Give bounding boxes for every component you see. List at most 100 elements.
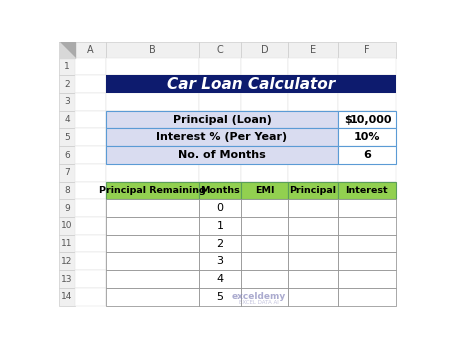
Bar <box>59 164 75 182</box>
Bar <box>199 199 241 217</box>
Bar <box>288 270 338 288</box>
Text: 10: 10 <box>61 221 73 231</box>
Text: D: D <box>261 45 268 55</box>
Text: EXCEL DATA AI: EXCEL DATA AI <box>239 300 279 304</box>
Bar <box>59 252 75 270</box>
Bar <box>241 252 288 270</box>
Bar <box>199 235 241 252</box>
Text: Principal Remaining: Principal Remaining <box>99 186 206 195</box>
Bar <box>106 235 199 252</box>
Bar <box>288 199 338 217</box>
Bar <box>288 235 338 252</box>
Bar <box>75 252 106 270</box>
Bar <box>106 270 199 288</box>
Bar <box>241 111 288 128</box>
Bar <box>106 182 199 199</box>
Bar <box>106 146 338 164</box>
Text: 9: 9 <box>64 204 70 213</box>
Bar <box>199 182 241 199</box>
Bar <box>338 146 396 164</box>
Bar <box>338 75 396 93</box>
Text: No. of Months: No. of Months <box>178 150 266 160</box>
Bar <box>241 182 288 199</box>
Bar <box>59 235 75 252</box>
Bar <box>288 288 338 306</box>
Text: 3: 3 <box>217 256 224 266</box>
Bar <box>106 217 199 235</box>
Text: EMI: EMI <box>255 186 274 195</box>
Bar <box>338 270 396 288</box>
Text: B: B <box>149 45 155 55</box>
Bar <box>199 288 241 306</box>
Bar <box>288 93 338 111</box>
Bar <box>199 58 241 75</box>
Bar <box>75 128 106 146</box>
Bar <box>199 217 241 235</box>
Bar <box>241 164 288 182</box>
Text: 10,000: 10,000 <box>349 115 392 125</box>
Bar <box>106 111 338 128</box>
Text: C: C <box>217 45 223 55</box>
Bar <box>106 58 199 75</box>
Bar <box>106 270 199 288</box>
Bar <box>288 182 338 199</box>
Bar <box>199 111 241 128</box>
Bar <box>338 235 396 252</box>
Text: 12: 12 <box>61 257 73 266</box>
Text: 3: 3 <box>64 98 70 106</box>
Bar <box>338 58 396 75</box>
Text: Car Loan Calculator: Car Loan Calculator <box>166 77 335 92</box>
Bar <box>288 288 338 306</box>
Bar <box>59 128 75 146</box>
Bar <box>59 93 75 111</box>
Text: 5: 5 <box>64 133 70 142</box>
Bar <box>106 93 199 111</box>
Text: 10%: 10% <box>354 132 380 142</box>
Bar <box>241 235 288 252</box>
Bar <box>288 111 338 128</box>
Bar <box>241 128 288 146</box>
Bar <box>75 111 106 128</box>
Bar <box>338 270 396 288</box>
Bar <box>338 252 396 270</box>
Bar <box>288 146 338 164</box>
Bar <box>199 164 241 182</box>
Polygon shape <box>59 42 75 58</box>
Bar <box>338 146 396 164</box>
Bar <box>75 58 106 75</box>
Bar <box>59 199 75 217</box>
Bar <box>288 217 338 235</box>
Bar <box>288 42 338 58</box>
Bar <box>338 252 396 270</box>
Bar <box>75 146 106 164</box>
Bar <box>241 235 288 252</box>
Bar <box>59 217 75 235</box>
Text: 14: 14 <box>61 292 73 301</box>
Bar <box>338 111 396 128</box>
Bar <box>241 270 288 288</box>
Text: 2: 2 <box>64 80 70 89</box>
Bar <box>199 288 241 306</box>
Bar <box>241 217 288 235</box>
Bar <box>106 235 199 252</box>
Bar <box>75 270 106 288</box>
Bar <box>338 199 396 217</box>
Text: $: $ <box>345 115 352 125</box>
Bar <box>199 75 241 93</box>
Bar <box>338 182 396 199</box>
Bar <box>199 128 241 146</box>
Bar <box>106 199 199 217</box>
Bar <box>288 252 338 270</box>
Bar <box>241 75 288 93</box>
Text: Principal: Principal <box>290 186 337 195</box>
Text: 4: 4 <box>64 115 70 124</box>
Bar <box>106 42 199 58</box>
Bar <box>338 42 396 58</box>
Bar <box>199 42 241 58</box>
Bar <box>338 217 396 235</box>
Bar <box>338 111 396 128</box>
Bar <box>338 182 396 199</box>
Text: 5: 5 <box>217 292 224 302</box>
Bar <box>75 235 106 252</box>
Bar <box>241 199 288 217</box>
